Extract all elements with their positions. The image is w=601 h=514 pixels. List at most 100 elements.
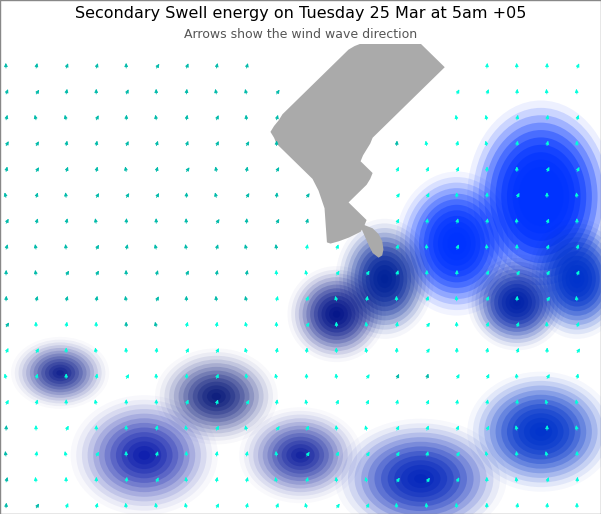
Ellipse shape bbox=[193, 378, 240, 415]
Text: Secondary Swell energy on Tuesday 25 Mar at 5am +05: Secondary Swell energy on Tuesday 25 Mar… bbox=[75, 6, 526, 21]
Ellipse shape bbox=[160, 352, 273, 441]
Ellipse shape bbox=[329, 307, 344, 322]
Ellipse shape bbox=[110, 428, 178, 483]
Ellipse shape bbox=[343, 228, 426, 329]
Ellipse shape bbox=[188, 374, 245, 418]
Ellipse shape bbox=[366, 256, 403, 302]
Ellipse shape bbox=[310, 288, 363, 340]
Ellipse shape bbox=[368, 442, 474, 514]
Ellipse shape bbox=[207, 389, 226, 404]
Ellipse shape bbox=[532, 224, 601, 334]
Ellipse shape bbox=[409, 188, 504, 299]
Ellipse shape bbox=[267, 429, 334, 481]
Ellipse shape bbox=[388, 455, 454, 502]
Ellipse shape bbox=[494, 280, 540, 324]
Ellipse shape bbox=[490, 277, 543, 328]
Ellipse shape bbox=[286, 444, 315, 466]
Ellipse shape bbox=[355, 242, 415, 316]
Ellipse shape bbox=[347, 233, 423, 325]
Ellipse shape bbox=[478, 381, 601, 483]
Ellipse shape bbox=[26, 348, 94, 398]
Ellipse shape bbox=[183, 371, 249, 423]
Ellipse shape bbox=[127, 442, 161, 469]
Ellipse shape bbox=[198, 381, 235, 411]
Ellipse shape bbox=[543, 237, 601, 320]
Ellipse shape bbox=[524, 174, 558, 219]
Ellipse shape bbox=[116, 432, 172, 479]
Ellipse shape bbox=[518, 413, 564, 450]
Ellipse shape bbox=[414, 194, 499, 293]
Ellipse shape bbox=[296, 451, 305, 459]
Ellipse shape bbox=[333, 310, 340, 318]
Ellipse shape bbox=[52, 368, 68, 378]
Ellipse shape bbox=[291, 270, 382, 358]
Ellipse shape bbox=[93, 414, 195, 497]
Ellipse shape bbox=[381, 274, 388, 283]
Ellipse shape bbox=[307, 285, 367, 344]
Ellipse shape bbox=[478, 115, 601, 278]
Ellipse shape bbox=[529, 423, 552, 441]
Ellipse shape bbox=[202, 386, 231, 408]
Ellipse shape bbox=[249, 415, 352, 496]
Ellipse shape bbox=[452, 238, 462, 249]
Ellipse shape bbox=[484, 123, 597, 270]
Ellipse shape bbox=[401, 465, 441, 492]
Ellipse shape bbox=[513, 299, 520, 306]
Ellipse shape bbox=[139, 451, 150, 460]
Ellipse shape bbox=[529, 182, 552, 211]
Ellipse shape bbox=[518, 167, 564, 226]
Ellipse shape bbox=[405, 182, 508, 304]
Ellipse shape bbox=[501, 399, 581, 464]
Ellipse shape bbox=[105, 423, 184, 488]
Ellipse shape bbox=[513, 409, 569, 455]
Ellipse shape bbox=[178, 367, 254, 426]
Ellipse shape bbox=[539, 233, 601, 325]
Ellipse shape bbox=[414, 474, 427, 483]
Ellipse shape bbox=[473, 376, 601, 487]
Ellipse shape bbox=[322, 299, 352, 329]
Polygon shape bbox=[270, 44, 460, 244]
Ellipse shape bbox=[41, 359, 79, 387]
Ellipse shape bbox=[496, 395, 586, 469]
Ellipse shape bbox=[325, 303, 348, 325]
Ellipse shape bbox=[394, 460, 447, 497]
Ellipse shape bbox=[566, 265, 588, 292]
Ellipse shape bbox=[467, 100, 601, 292]
Ellipse shape bbox=[169, 359, 264, 433]
Ellipse shape bbox=[272, 433, 329, 478]
Ellipse shape bbox=[562, 261, 592, 297]
Ellipse shape bbox=[513, 159, 569, 233]
Ellipse shape bbox=[558, 256, 596, 302]
Ellipse shape bbox=[407, 469, 434, 488]
Ellipse shape bbox=[505, 291, 528, 314]
Ellipse shape bbox=[263, 426, 338, 485]
Ellipse shape bbox=[34, 354, 87, 392]
Ellipse shape bbox=[19, 342, 102, 403]
Ellipse shape bbox=[82, 405, 207, 506]
Ellipse shape bbox=[361, 437, 480, 514]
Ellipse shape bbox=[165, 356, 268, 437]
Ellipse shape bbox=[362, 251, 407, 306]
Ellipse shape bbox=[547, 242, 601, 316]
Ellipse shape bbox=[535, 427, 546, 436]
Ellipse shape bbox=[501, 145, 581, 248]
Ellipse shape bbox=[348, 428, 493, 514]
Ellipse shape bbox=[212, 393, 221, 400]
Ellipse shape bbox=[473, 108, 601, 285]
Ellipse shape bbox=[341, 424, 500, 514]
Ellipse shape bbox=[350, 237, 419, 320]
Ellipse shape bbox=[475, 262, 558, 343]
Ellipse shape bbox=[554, 251, 600, 306]
Ellipse shape bbox=[433, 216, 480, 271]
Ellipse shape bbox=[302, 281, 371, 347]
Ellipse shape bbox=[370, 261, 400, 297]
Ellipse shape bbox=[438, 222, 475, 266]
Text: Arrows show the wind wave direction: Arrows show the wind wave direction bbox=[184, 28, 417, 41]
Ellipse shape bbox=[419, 199, 495, 288]
Ellipse shape bbox=[133, 446, 156, 465]
Ellipse shape bbox=[535, 189, 546, 204]
Ellipse shape bbox=[314, 292, 359, 336]
Ellipse shape bbox=[37, 356, 83, 390]
Ellipse shape bbox=[472, 258, 562, 347]
Ellipse shape bbox=[524, 418, 558, 446]
